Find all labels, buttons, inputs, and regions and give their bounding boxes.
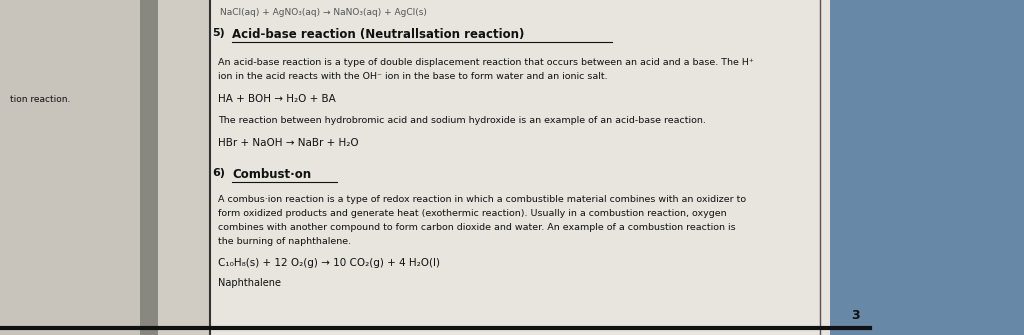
Text: tion reaction.: tion reaction. bbox=[10, 95, 71, 104]
Polygon shape bbox=[155, 0, 830, 335]
FancyBboxPatch shape bbox=[155, 0, 210, 335]
Text: the burning of naphthalene.: the burning of naphthalene. bbox=[218, 237, 351, 246]
Text: 5): 5) bbox=[212, 28, 224, 38]
Text: 3: 3 bbox=[851, 309, 860, 322]
FancyBboxPatch shape bbox=[0, 0, 142, 335]
Text: HA + BOH → H₂O + BA: HA + BOH → H₂O + BA bbox=[218, 94, 336, 104]
Text: form oxidized products and generate heat (exothermic reaction). Usually in a com: form oxidized products and generate heat… bbox=[218, 209, 727, 218]
Text: The reaction between hydrobromic acid and sodium hydroxide is an example of an a: The reaction between hydrobromic acid an… bbox=[218, 116, 706, 125]
Text: Naphthalene: Naphthalene bbox=[218, 278, 281, 288]
Text: C₁₀H₈(s) + 12 O₂(g) → 10 CO₂(g) + 4 H₂O(l): C₁₀H₈(s) + 12 O₂(g) → 10 CO₂(g) + 4 H₂O(… bbox=[218, 258, 440, 268]
Text: Combust·on: Combust·on bbox=[232, 168, 311, 181]
Text: 6): 6) bbox=[212, 168, 225, 178]
FancyBboxPatch shape bbox=[140, 0, 158, 335]
Text: A combus·ion reaction is a type of redox reaction in which a combustible materia: A combus·ion reaction is a type of redox… bbox=[218, 195, 746, 204]
Text: ion in the acid reacts with the OH⁻ ion in the base to form water and an ionic s: ion in the acid reacts with the OH⁻ ion … bbox=[218, 72, 607, 81]
Text: An acid-base reaction is a type of double displacement reaction that occurs betw: An acid-base reaction is a type of doubl… bbox=[218, 58, 754, 67]
Text: HBr + NaOH → NaBr + H₂O: HBr + NaOH → NaBr + H₂O bbox=[218, 138, 358, 148]
Text: NaCl(aq) + AgNO₃(aq) → NaNO₃(aq) + AgCl(s): NaCl(aq) + AgNO₃(aq) → NaNO₃(aq) + AgCl(… bbox=[220, 8, 427, 17]
FancyBboxPatch shape bbox=[820, 0, 1024, 335]
Text: Acid-base reaction (Neutrallsation reaction): Acid-base reaction (Neutrallsation react… bbox=[232, 28, 524, 41]
Text: combines with another compound to form carbon dioxide and water. An example of a: combines with another compound to form c… bbox=[218, 223, 735, 232]
